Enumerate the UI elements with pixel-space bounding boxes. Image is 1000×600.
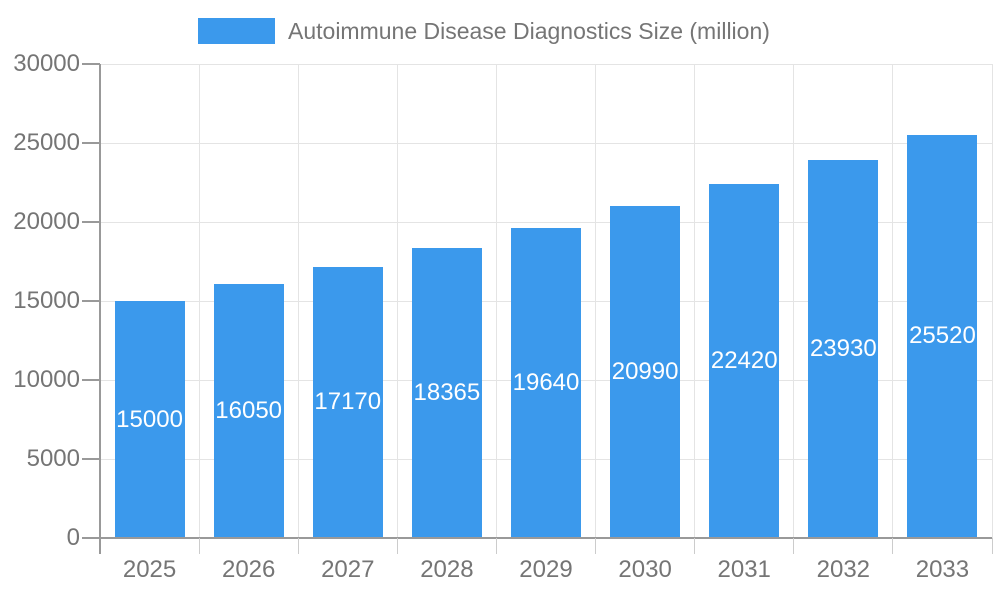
y-axis-line xyxy=(99,64,101,554)
x-tick-after-2027 xyxy=(396,538,398,554)
y-axis-label-15000: 15000 xyxy=(13,287,80,314)
gridline-x-after-2027 xyxy=(396,64,398,538)
x-axis-label-2025: 2025 xyxy=(122,556,177,583)
x-tick-after-2032 xyxy=(892,538,894,554)
bar-2025[interactable]: 15000 xyxy=(114,301,185,538)
y-tick-10000 xyxy=(82,379,100,381)
bar-2028[interactable]: 18365 xyxy=(411,247,482,538)
x-tick-after-2029 xyxy=(595,538,597,554)
gridline-y-25000 xyxy=(100,142,992,144)
x-axis-line xyxy=(82,537,992,539)
bar-value-label-2026: 16050 xyxy=(215,397,283,425)
bar-2027[interactable]: 17170 xyxy=(312,266,383,538)
gridline-x-after-2032 xyxy=(892,64,894,538)
bar-value-label-2027: 17170 xyxy=(314,388,382,416)
y-axis-label-20000: 20000 xyxy=(13,208,80,235)
bar-value-label-2028: 18365 xyxy=(413,378,481,406)
x-tick-after-2028 xyxy=(495,538,497,554)
gridline-x-after-2026 xyxy=(297,64,299,538)
y-tick-25000 xyxy=(82,142,100,144)
x-axis-label-2032: 2032 xyxy=(816,556,871,583)
x-tick-after-2031 xyxy=(793,538,795,554)
y-tick-5000 xyxy=(82,458,100,460)
bar-value-label-2033: 25520 xyxy=(909,322,976,350)
x-axis-label-2031: 2031 xyxy=(717,556,771,583)
y-axis-label-10000: 10000 xyxy=(13,366,80,393)
bar-2030[interactable]: 20990 xyxy=(610,206,681,538)
x-axis-label-2033: 2033 xyxy=(915,556,970,583)
x-axis-label-2027: 2027 xyxy=(321,556,375,583)
bar-2032[interactable]: 23930 xyxy=(808,159,879,538)
gridline-y-20000 xyxy=(100,221,992,223)
gridline-x-after-2033 xyxy=(991,64,993,538)
x-tick-after-2026 xyxy=(297,538,299,554)
bar-value-label-2029: 19640 xyxy=(512,368,580,396)
bar-2029[interactable]: 19640 xyxy=(511,227,581,538)
bar-value-label-2031: 22420 xyxy=(710,346,778,374)
x-axis-label-2026: 2026 xyxy=(221,556,276,583)
x-tick-after-2033 xyxy=(991,538,993,554)
y-tick-0 xyxy=(82,537,100,539)
x-axis-label-2030: 2030 xyxy=(618,556,672,583)
legend-swatch xyxy=(198,18,275,44)
bar-2026[interactable]: 16050 xyxy=(213,284,284,538)
legend-label: Autoimmune Disease Diagnostics Size (mil… xyxy=(288,17,770,44)
x-tick-after-2025 xyxy=(198,538,200,554)
y-axis-label-5000: 5000 xyxy=(26,445,80,472)
bar-value-label-2032: 23930 xyxy=(809,334,877,362)
y-tick-15000 xyxy=(82,300,100,302)
x-axis-label-2029: 2029 xyxy=(519,556,573,583)
y-tick-30000 xyxy=(82,63,100,65)
bar-value-label-2025: 15000 xyxy=(116,405,183,433)
y-axis-label-25000: 25000 xyxy=(13,129,80,156)
y-axis-label-0: 0 xyxy=(66,524,80,551)
gridline-x-after-2028 xyxy=(495,64,497,538)
x-tick-after-2030 xyxy=(694,538,696,554)
y-axis-label-30000: 30000 xyxy=(13,50,80,77)
gridline-x-after-2029 xyxy=(595,64,597,538)
x-axis-label-2028: 2028 xyxy=(420,556,474,583)
y-tick-20000 xyxy=(82,221,100,223)
gridline-y-30000 xyxy=(100,63,992,65)
gridline-x-after-2031 xyxy=(793,64,795,538)
bar-value-label-2030: 20990 xyxy=(611,358,679,386)
chart-legend[interactable]: Autoimmune Disease Diagnostics Size (mil… xyxy=(198,18,770,44)
bar-2033[interactable]: 25520 xyxy=(907,134,978,538)
gridline-x-after-2030 xyxy=(694,64,696,538)
bar-2031[interactable]: 22420 xyxy=(709,183,780,538)
gridline-x-after-2025 xyxy=(198,64,200,538)
